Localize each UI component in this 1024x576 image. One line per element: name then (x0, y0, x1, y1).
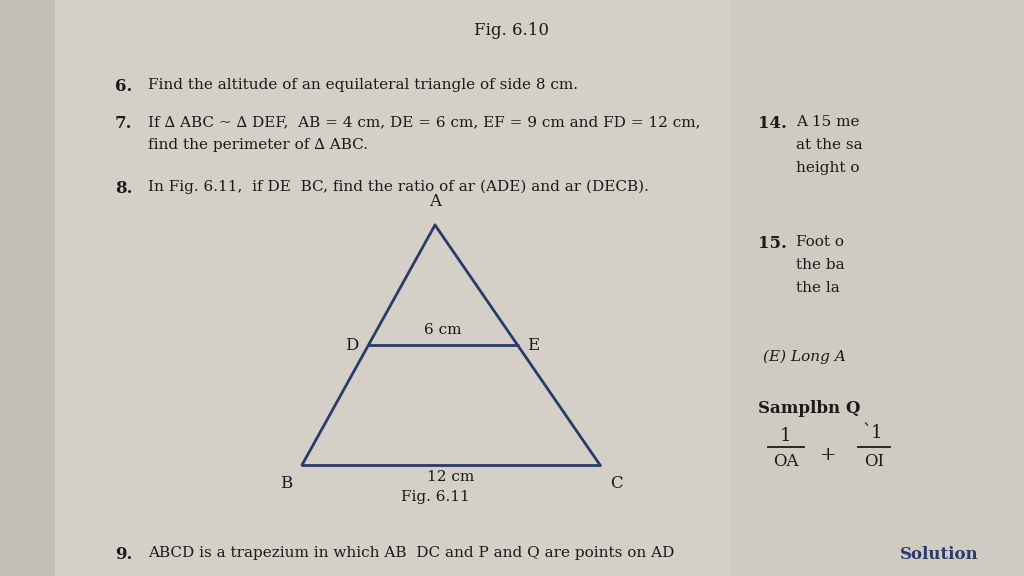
Text: the ba: the ba (796, 258, 845, 272)
Text: 7.: 7. (115, 115, 132, 132)
Text: 15.: 15. (758, 235, 786, 252)
Text: `1: `1 (863, 424, 884, 442)
Text: 1: 1 (780, 427, 792, 445)
Text: 6.: 6. (115, 78, 132, 95)
Text: In Fig. 6.11,  if DE  BC, find the ratio of ar (ADE) and ar (DECB).: In Fig. 6.11, if DE BC, find the ratio o… (148, 180, 649, 194)
Text: OI: OI (864, 453, 884, 470)
Text: 9.: 9. (115, 546, 132, 563)
Text: Solution: Solution (900, 546, 979, 563)
Text: A 15 me: A 15 me (796, 115, 859, 129)
Text: Fig. 6.11: Fig. 6.11 (400, 490, 469, 504)
Text: 8.: 8. (115, 180, 132, 197)
Text: OA: OA (773, 453, 799, 470)
Text: height o: height o (796, 161, 859, 175)
Text: E: E (527, 336, 540, 354)
Text: find the perimeter of ∆ ABC.: find the perimeter of ∆ ABC. (148, 138, 368, 152)
Bar (730, 0, 1024, 576)
Text: Samplbn Q: Samplbn Q (758, 400, 860, 417)
Text: the la: the la (796, 281, 840, 295)
Text: Find the altitude of an equilateral triangle of side 8 cm.: Find the altitude of an equilateral tria… (148, 78, 578, 92)
Text: 6 cm: 6 cm (424, 323, 462, 337)
Bar (0, 0, 55, 576)
Text: (E) Long A: (E) Long A (763, 350, 846, 365)
Text: 12 cm: 12 cm (427, 470, 475, 484)
Text: at the sa: at the sa (796, 138, 862, 152)
Text: A: A (429, 193, 441, 210)
Text: 14.: 14. (758, 115, 786, 132)
Text: +: + (820, 446, 837, 464)
Text: Foot o: Foot o (796, 235, 844, 249)
Text: ABCD is a trapezium in which AB  DC and P and Q are points on AD: ABCD is a trapezium in which AB DC and P… (148, 546, 675, 560)
Text: B: B (280, 475, 292, 492)
Text: C: C (610, 475, 623, 492)
Text: D: D (345, 336, 358, 354)
Text: Fig. 6.10: Fig. 6.10 (474, 22, 550, 39)
Text: If ∆ ABC ~ ∆ DEF,  AB = 4 cm, DE = 6 cm, EF = 9 cm and FD = 12 cm,: If ∆ ABC ~ ∆ DEF, AB = 4 cm, DE = 6 cm, … (148, 115, 700, 129)
